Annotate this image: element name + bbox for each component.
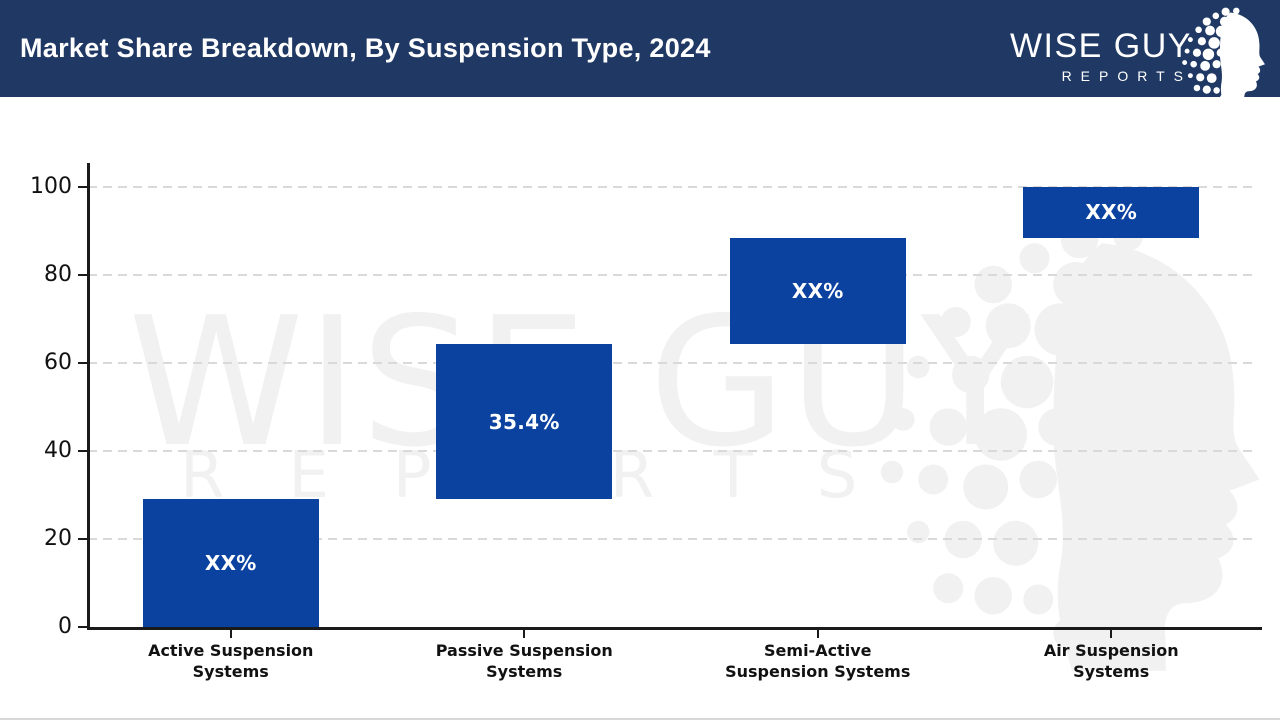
bar-segment: 35.4% <box>436 343 613 500</box>
x-category-label-line: Air Suspension <box>1043 641 1179 660</box>
y-gridline <box>88 274 1258 276</box>
footer-divider <box>0 718 1280 720</box>
x-category-label-line: Active Suspension <box>148 641 314 660</box>
y-axis-line <box>87 163 90 629</box>
bar-value-label: XX% <box>791 278 844 303</box>
bar-segment: XX% <box>142 499 319 627</box>
y-tick-mark <box>78 450 87 452</box>
bar-value-label: XX% <box>1085 200 1138 225</box>
x-category-label: Semi-Active Suspension Systems <box>688 640 948 682</box>
x-category-label: Passive Suspension Systems <box>394 640 654 682</box>
header-bar: Market Share Breakdown, By Suspension Ty… <box>0 0 1280 106</box>
y-gridline <box>88 362 1258 364</box>
x-tick-mark <box>1110 629 1113 638</box>
x-category-label-line: Suspension Systems <box>725 662 911 681</box>
x-category-label-line: Systems <box>1073 662 1150 681</box>
y-tick-label: 0 <box>58 614 72 639</box>
x-category-label: Air Suspension Systems <box>981 640 1241 682</box>
bar-value-label: XX% <box>204 551 257 576</box>
y-tick-label: 60 <box>44 350 72 375</box>
x-category-label: Active Suspension Systems <box>101 640 361 682</box>
y-tick-mark <box>78 186 87 188</box>
bar-segment: XX% <box>729 237 906 344</box>
x-category-label-line: Systems <box>486 662 563 681</box>
x-category-label-line: Semi-Active <box>764 641 872 660</box>
y-tick-mark <box>78 274 87 276</box>
y-tick-label: 80 <box>44 262 72 287</box>
wiseguy-logo-text: WISE GUY REPORTS <box>1010 27 1192 85</box>
page-title: Market Share Breakdown, By Suspension Ty… <box>20 33 711 63</box>
x-axis-line <box>87 627 1262 630</box>
y-gridline <box>88 186 1258 188</box>
wiseguy-logo: WISE GUY REPORTS <box>1010 6 1270 106</box>
y-tick-mark <box>78 626 87 628</box>
wiseguy-head-icon <box>1182 7 1265 106</box>
y-tick-label: 20 <box>44 526 72 551</box>
x-tick-mark <box>523 629 526 638</box>
y-tick-label: 40 <box>44 438 72 463</box>
y-gridline <box>88 538 1258 540</box>
bar-value-label: 35.4% <box>488 409 560 434</box>
x-category-label-line: Systems <box>192 662 269 681</box>
logo-brand-name: WISE GUY <box>1009 27 1192 65</box>
y-tick-mark <box>78 538 87 540</box>
x-tick-mark <box>229 629 232 638</box>
bar-segment: XX% <box>1023 187 1200 238</box>
x-category-label-line: Passive Suspension <box>435 641 613 660</box>
y-gridline <box>88 450 1258 452</box>
logo-brand-sub: REPORTS <box>1061 68 1192 84</box>
x-tick-mark <box>816 629 819 638</box>
y-tick-mark <box>78 362 87 364</box>
y-tick-label: 100 <box>30 174 72 199</box>
